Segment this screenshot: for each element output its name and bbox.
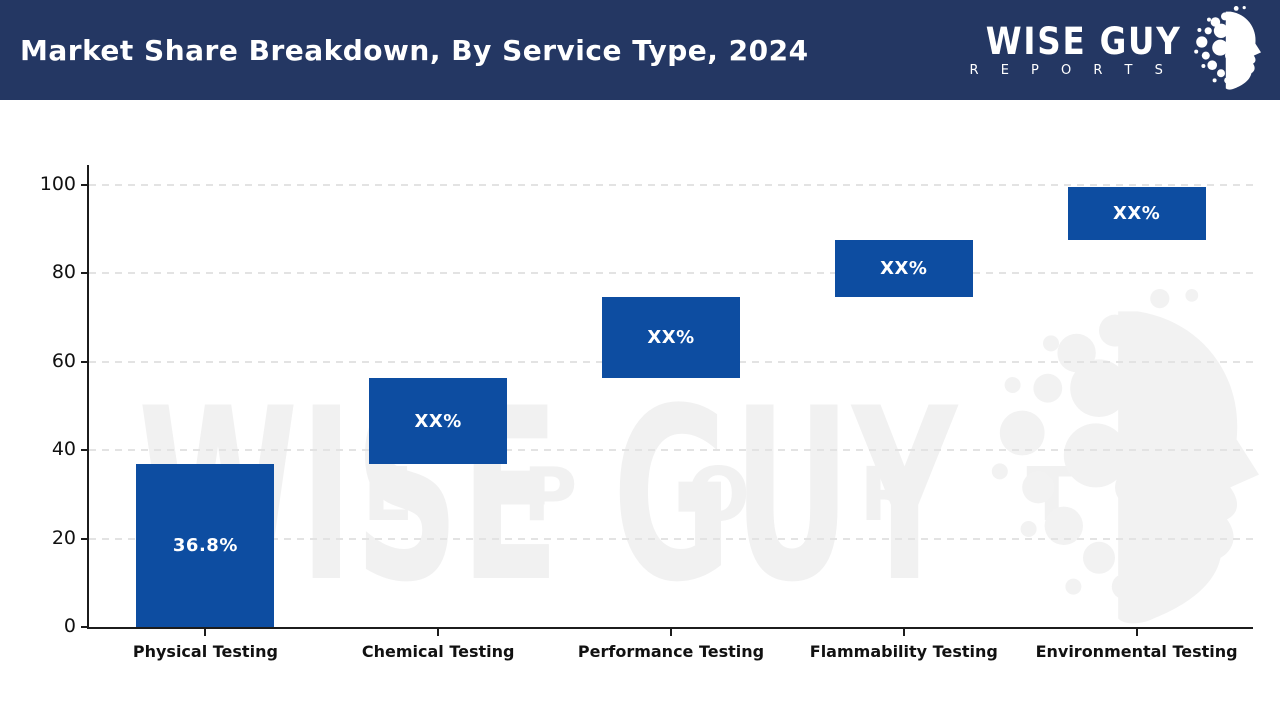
y-tick-label-60: 60 — [51, 349, 76, 372]
bar-segment: 36.8% — [136, 464, 275, 627]
gridline-80 — [89, 272, 1253, 275]
x-tick — [1135, 629, 1138, 636]
y-axis-spine — [87, 165, 89, 629]
x-tick — [437, 629, 440, 636]
y-tick-label-40: 40 — [51, 438, 76, 461]
x-tick — [670, 629, 672, 636]
watermark-wordmark: WISE GUY — [138, 358, 959, 635]
logo-wordmark: WISE GUY — [986, 20, 1182, 63]
y-tick-80 — [81, 272, 89, 275]
x-category-label: Environmental Testing — [1035, 642, 1238, 661]
y-tick-0 — [81, 626, 89, 628]
x-tick — [902, 629, 905, 636]
x-axis-spine — [87, 627, 1253, 629]
page-title: Market Share Breakdown, By Service Type,… — [20, 33, 809, 67]
watermark-head-icon — [991, 289, 1259, 624]
y-tick-40 — [81, 449, 89, 452]
bar-segment: XX% — [834, 239, 973, 297]
y-tick-label-20: 20 — [51, 526, 76, 549]
bar-segment: XX% — [1067, 187, 1206, 240]
dotted-head-icon — [1194, 6, 1261, 90]
gridline-40 — [89, 449, 1253, 452]
y-tick-label-80: 80 — [51, 261, 76, 284]
y-tick-60 — [81, 360, 89, 363]
chart-area: WISE GUY R E P O R T S 0 20 40 60 80 100 36.8%… — [0, 100, 1280, 720]
y-tick-label-0: 0 — [63, 615, 76, 637]
bar-value-label: 36.8% — [172, 535, 238, 557]
bar-value-label: XX% — [647, 326, 695, 348]
wiseguy-logo: WISE GUY R E P O R T S — [959, 6, 1266, 94]
y-tick-20 — [81, 537, 89, 540]
x-category-label: Flammability Testing — [809, 642, 998, 661]
bar-segment: XX% — [369, 378, 508, 465]
x-category-label: Physical Testing — [132, 642, 278, 661]
gridline-100 — [89, 184, 1253, 186]
y-tick-100 — [81, 184, 89, 186]
gridline-20 — [89, 537, 1253, 540]
header-bar: Market Share Breakdown, By Service Type,… — [0, 0, 1280, 100]
y-tick-label-100: 100 — [39, 173, 76, 195]
x-tick — [204, 629, 207, 636]
bar-segment: XX% — [602, 296, 740, 379]
bar-value-label: XX% — [1112, 203, 1161, 224]
logo-subtitle: R E P O R T S — [969, 63, 1172, 78]
bar-value-label: XX% — [880, 257, 928, 279]
bar-value-label: XX% — [414, 410, 462, 432]
x-category-label: Chemical Testing — [361, 642, 515, 661]
x-category-label: Performance Testing — [577, 642, 765, 661]
logo-text: WISE GUY R E P O R T S — [959, 23, 1182, 77]
